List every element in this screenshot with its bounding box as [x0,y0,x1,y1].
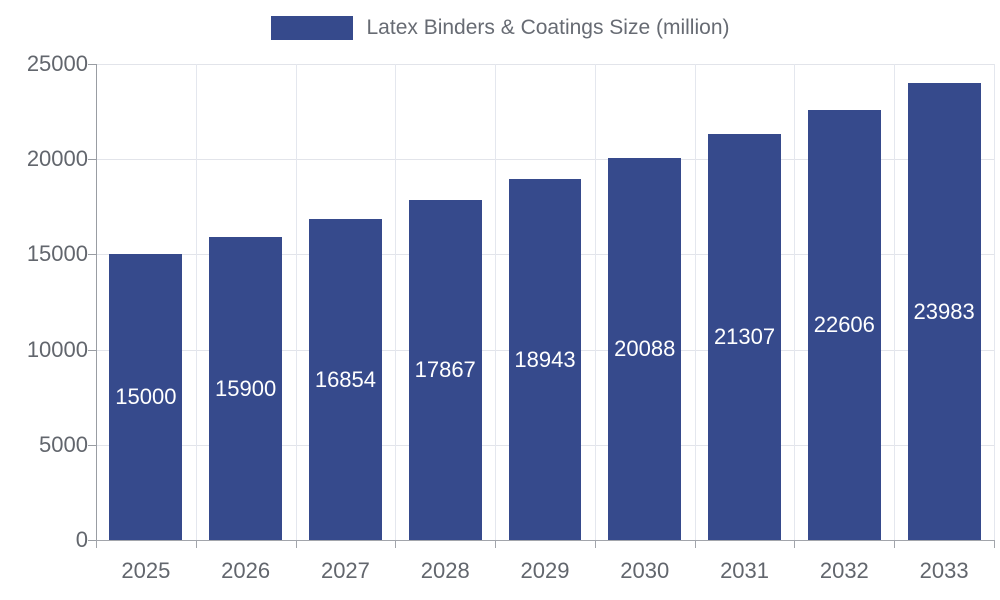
y-axis-tick-label: 10000 [26,336,88,362]
bar: 20088 [608,157,682,540]
y-axis-tick-label: 5000 [39,431,88,457]
x-axis-tick-label: 2031 [720,558,770,583]
y-axis-tick [88,64,96,65]
bar-value-label: 18943 [514,346,576,372]
x-axis-tick-label: 2026 [221,558,271,583]
x-axis-tick-label: 2030 [620,558,670,583]
bar-value-label: 23983 [913,298,975,324]
bar: 23983 [907,83,981,540]
x-axis-tick-label: 2027 [320,558,370,583]
x-axis-tick-label: 2033 [919,558,969,583]
bar: 22606 [807,109,881,540]
legend-label[interactable]: Latex Binders & Coatings Size (million) [366,16,730,39]
x-axis-line [88,540,994,541]
x-axis-tick [195,540,197,548]
bar-value-label: 22606 [813,311,875,337]
y-axis-tick [88,349,96,351]
y-axis-tick-label: 20000 [26,146,88,172]
x-axis-tick [96,540,97,548]
gridline-vertical [594,64,596,540]
legend-swatch[interactable] [270,16,353,40]
y-axis-tick-label: 25000 [26,51,88,76]
x-axis-tick-label: 2029 [520,558,570,583]
y-axis-tick [88,444,96,446]
gridline-vertical [894,64,896,540]
x-axis-tick [994,540,995,548]
gridline-horizontal [96,159,994,161]
bar-value-label: 16854 [314,366,377,392]
gridline-vertical [794,64,796,540]
x-axis-tick-label: 2025 [121,558,171,583]
x-axis-tick [794,540,796,548]
y-axis-tick-label: 0 [75,527,88,552]
bar: 18943 [508,179,582,540]
legend[interactable]: Latex Binders & Coatings Size (million) [0,16,1000,40]
gridline-vertical [694,64,696,540]
plot-area: 15000 15900 16854 17867 18943 20088 21307 22606… [96,64,995,540]
x-axis-tick [594,540,596,548]
bar-value-label: 15000 [115,384,177,410]
x-axis-tick [495,540,497,548]
x-axis-tick [295,540,297,548]
bar: 15900 [209,237,283,540]
bar: 15000 [109,254,183,540]
bar-value-label: 20088 [614,335,676,361]
x-axis-tick [694,540,696,548]
bar-value-label: 17867 [414,356,476,382]
bar: 17867 [408,199,482,540]
bar-value-label: 15900 [215,375,277,401]
bar: 21307 [708,134,781,540]
gridline-vertical [994,64,995,540]
x-axis-tick-label: 2028 [420,558,470,583]
gridline-vertical [195,64,197,540]
y-axis-tick-label: 15000 [26,241,88,267]
x-axis-tick-label: 2032 [819,558,869,583]
bar-value-label: 21307 [713,324,776,350]
gridline-vertical [395,64,397,540]
y-axis-tick [88,159,96,161]
gridline-vertical [295,64,297,540]
gridline-horizontal [96,64,994,65]
y-axis-line [96,64,97,548]
x-axis-tick [395,540,397,548]
x-axis-tick [894,540,896,548]
y-axis-tick [88,540,96,541]
bar: 16854 [309,219,382,540]
gridline-vertical [495,64,497,540]
y-axis-tick [88,254,96,256]
